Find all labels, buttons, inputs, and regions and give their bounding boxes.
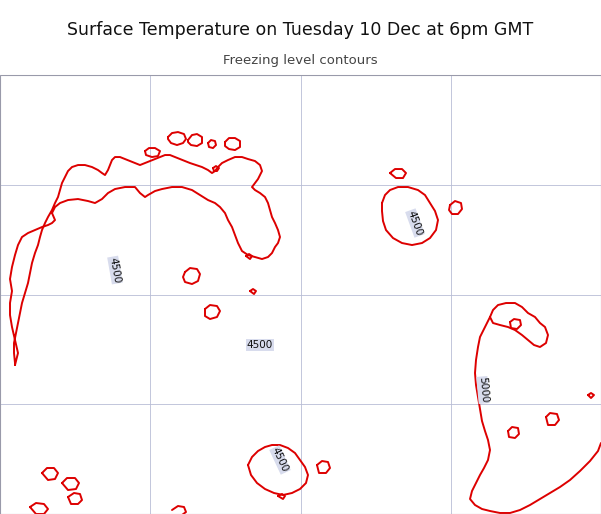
Text: 4500: 4500 xyxy=(247,340,273,350)
Text: Surface Temperature on Tuesday 10 Dec at 6pm GMT: Surface Temperature on Tuesday 10 Dec at… xyxy=(67,21,534,39)
Text: 4500: 4500 xyxy=(108,256,122,284)
Text: 5000: 5000 xyxy=(477,377,489,403)
Text: 4500: 4500 xyxy=(270,446,290,474)
Text: Freezing level contours: Freezing level contours xyxy=(223,54,378,67)
Text: 4500: 4500 xyxy=(406,209,424,237)
